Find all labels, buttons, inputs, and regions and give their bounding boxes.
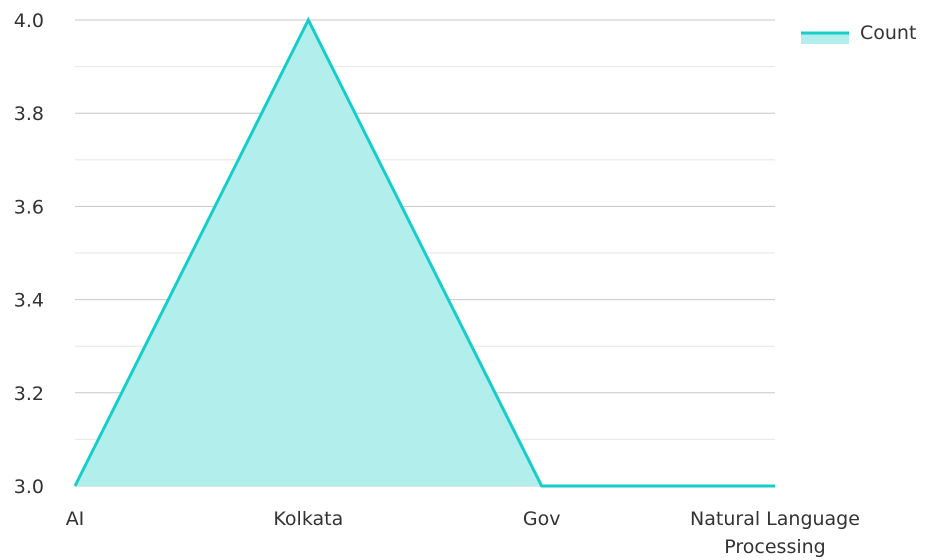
x-axis: AI Kolkata Gov Natural Language Processing — [66, 508, 860, 558]
y-tick-label: 3.8 — [14, 103, 44, 125]
plot-area — [73, 16, 776, 488]
legend: Count — [801, 22, 916, 44]
legend-label-count: Count — [860, 22, 916, 44]
legend-swatch-count — [801, 33, 849, 44]
y-tick-label: 4.0 — [14, 10, 44, 32]
x-tick-label: AI — [66, 508, 85, 530]
x-tick-label: Natural Language Processing — [690, 508, 860, 558]
y-tick-label: 3.2 — [14, 383, 44, 405]
y-tick-label: 3.4 — [14, 290, 44, 312]
x-tick-label: Kolkata — [273, 508, 343, 530]
series-line-count — [73, 16, 775, 488]
y-tick-label: 3.0 — [14, 476, 44, 498]
x-tick-label: Gov — [523, 508, 561, 530]
y-axis: 3.0 3.2 3.4 3.6 3.8 4.0 — [14, 10, 44, 498]
y-tick-label: 3.6 — [14, 196, 44, 218]
